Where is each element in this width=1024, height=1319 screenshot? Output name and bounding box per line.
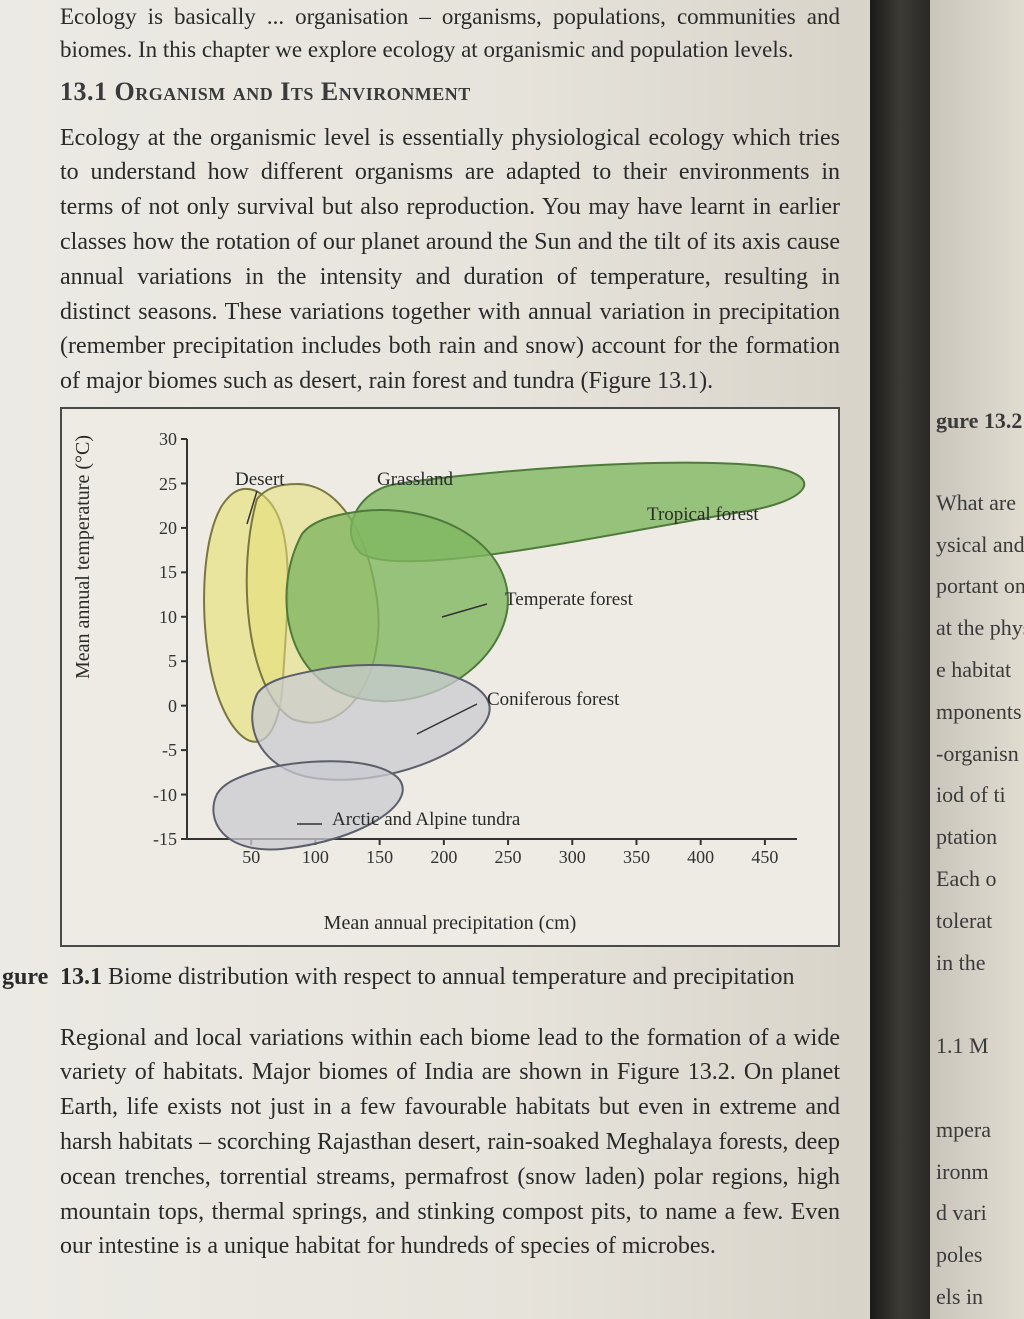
right-page-line: d vari [936,1192,1024,1234]
book-gutter [870,0,930,1319]
paragraph-2: Regional and local variations within eac… [60,1021,840,1265]
right-page-line: e habitat [936,649,1024,691]
intro-fragment: Ecology is basically ... organisation – … [60,0,840,67]
right-page-line: tolerat [936,900,1024,942]
section-title: Organism and Its Environment [115,77,471,106]
right-page-line: els in [936,1276,1024,1318]
right-page-line: mponents [936,691,1024,733]
y-axis-label: Mean annual temperature (°C) [72,435,95,679]
section-number: 13.1 [60,77,108,106]
right-page-line: at the phys [936,607,1024,649]
paragraph-1: Ecology at the organismic level is essen… [60,121,840,399]
right-page-line: poles [936,1234,1024,1276]
right-page-line: 1.1 M [936,1025,1024,1067]
section-heading: 13.1 Organism and Its Environment [60,77,840,107]
right-page-sliver: gure 13.2 What areysical andportant onat… [930,0,1024,1319]
biome-label: Tropical forest [647,504,759,526]
right-page-text: What areysical andportant onat the physe… [936,482,1024,1319]
right-page-line: What are [936,482,1024,524]
biome-labels: Desert Grassland Tropical forest Temperate … [162,429,822,869]
right-page-line: -organisn [936,733,1024,775]
right-page-figure-ref: gure 13.2 [936,400,1024,442]
biome-chart: -15-10-5051015202530 5010015020025030035… [162,429,822,869]
right-page-line: mpera [936,1109,1024,1151]
right-page-line: iod of ti [936,774,1024,816]
figure-13-1: Mean annual temperature (°C) -15-10-5051… [60,407,840,947]
biome-label: Coniferous forest [487,689,619,711]
left-page: Ecology is basically ... organisation – … [0,0,870,1319]
caption-prefix: gure [2,961,48,995]
right-page-line: ysical and [936,524,1024,566]
right-page-line: portant on [936,565,1024,607]
caption-number: 13.1 [60,964,102,990]
right-page-line: Each o [936,858,1024,900]
right-page-line [936,983,1024,1025]
biome-label: Desert [235,469,285,491]
right-page-line: in the [936,942,1024,984]
biome-label: Grassland [377,469,453,491]
caption-text: Biome distribution with respect to annua… [108,964,794,990]
right-page-line [936,1067,1024,1109]
biome-label: Temperate forest [505,589,633,611]
right-page-line: ptation [936,816,1024,858]
x-axis-label: Mean annual precipitation (cm) [62,912,838,935]
right-page-line: ironm [936,1151,1024,1193]
biome-label: Arctic and Alpine tundra [332,809,520,831]
figure-caption: gure 13.1 Biome distribution with respec… [60,961,840,995]
